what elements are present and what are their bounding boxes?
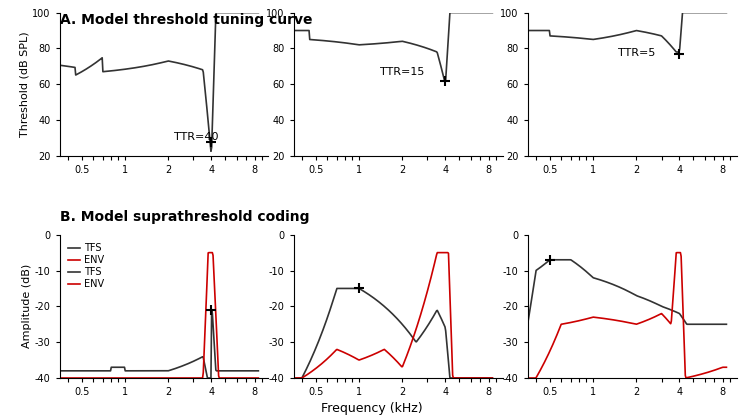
Text: A. Model threshold tuning curve: A. Model threshold tuning curve xyxy=(60,13,312,26)
TFS xyxy=(638,295,647,300)
TFS xyxy=(170,366,179,371)
TFS xyxy=(408,334,417,339)
TFS xyxy=(469,375,478,381)
ENV xyxy=(488,375,497,381)
TFS xyxy=(236,368,245,373)
Line: ENV: ENV xyxy=(518,252,726,378)
ENV xyxy=(254,375,263,381)
ENV xyxy=(173,375,182,381)
Line: ENV: ENV xyxy=(50,252,258,378)
ENV xyxy=(433,250,442,255)
Y-axis label: Threshold (dB SPL): Threshold (dB SPL) xyxy=(19,32,29,137)
TFS xyxy=(203,375,212,381)
ENV xyxy=(403,352,412,357)
TFS xyxy=(703,322,712,327)
TFS xyxy=(254,368,263,373)
TFS xyxy=(514,372,523,377)
Text: TTR=5: TTR=5 xyxy=(618,47,655,58)
TFS xyxy=(280,375,289,381)
TFS xyxy=(722,322,731,327)
ENV xyxy=(456,375,465,381)
ENV xyxy=(46,375,55,381)
ENV xyxy=(205,250,214,255)
TFS xyxy=(222,368,231,373)
TFS xyxy=(488,375,497,381)
ENV xyxy=(637,320,646,325)
ENV xyxy=(403,350,412,355)
TFS xyxy=(333,286,341,291)
ENV xyxy=(170,375,179,381)
TFS xyxy=(169,367,178,372)
Line: TFS: TFS xyxy=(284,289,493,378)
ENV xyxy=(235,375,244,381)
ENV xyxy=(280,375,289,381)
ENV xyxy=(722,365,731,370)
ENV xyxy=(280,375,289,381)
Legend: TFS, ENV, TFS, ENV: TFS, ENV, TFS, ENV xyxy=(65,239,108,293)
ENV xyxy=(673,250,682,255)
Line: TFS: TFS xyxy=(50,310,258,378)
TFS xyxy=(690,322,699,327)
ENV xyxy=(222,375,231,381)
ENV xyxy=(407,340,416,345)
TFS xyxy=(280,375,289,381)
ENV xyxy=(641,318,650,323)
ENV xyxy=(169,375,178,381)
TFS xyxy=(46,368,55,373)
Text: Frequency (kHz): Frequency (kHz) xyxy=(321,402,423,415)
TFS xyxy=(545,257,554,262)
Line: TFS: TFS xyxy=(518,260,726,378)
Line: ENV: ENV xyxy=(284,252,493,378)
Text: B. Model suprathreshold coding: B. Model suprathreshold coding xyxy=(60,210,309,224)
Text: TTR=15: TTR=15 xyxy=(380,67,424,77)
ENV xyxy=(703,370,712,375)
TFS xyxy=(207,307,216,312)
ENV xyxy=(638,320,647,325)
Y-axis label: Amplitude (dB): Amplitude (dB) xyxy=(22,264,32,349)
TFS xyxy=(403,329,412,334)
ENV xyxy=(45,375,54,381)
TFS xyxy=(513,375,522,381)
TFS xyxy=(173,365,182,370)
ENV xyxy=(513,375,522,381)
TFS xyxy=(456,375,465,381)
ENV xyxy=(514,375,523,381)
TFS xyxy=(404,330,413,335)
TFS xyxy=(45,368,54,373)
ENV xyxy=(469,375,478,381)
Text: TTR=40: TTR=40 xyxy=(174,132,219,142)
TFS xyxy=(642,297,651,302)
TFS xyxy=(638,295,647,300)
ENV xyxy=(690,373,699,378)
